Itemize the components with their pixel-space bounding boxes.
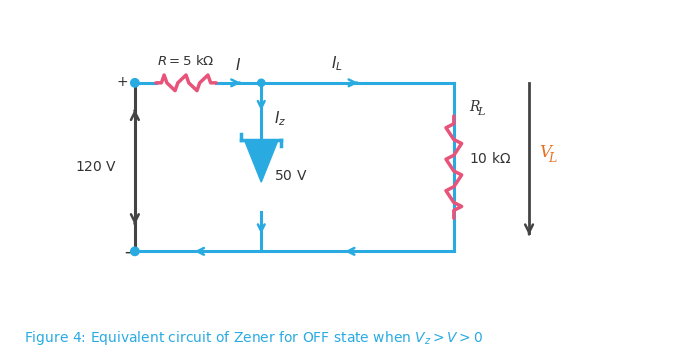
Text: $I$: $I$ [236, 57, 241, 73]
Text: $120\ \mathrm{V}$: $120\ \mathrm{V}$ [75, 160, 117, 174]
Text: V: V [539, 143, 551, 161]
Text: L: L [548, 152, 556, 165]
Text: $10\ \mathrm{k}\Omega$: $10\ \mathrm{k}\Omega$ [469, 150, 511, 166]
Circle shape [131, 247, 139, 256]
Text: L: L [477, 107, 484, 117]
Text: $I_L$: $I_L$ [330, 54, 342, 73]
Circle shape [131, 79, 139, 87]
Text: Figure 4: Equivalent circuit of Zener for OFF state when $V_z > V > 0$: Figure 4: Equivalent circuit of Zener fo… [24, 329, 483, 347]
Polygon shape [245, 140, 278, 182]
Text: R: R [469, 100, 480, 114]
Text: $+$: $+$ [115, 75, 128, 88]
Circle shape [258, 79, 265, 86]
Text: $-$: $-$ [123, 242, 137, 260]
Text: $R = 5\ \mathrm{k}\Omega$: $R = 5\ \mathrm{k}\Omega$ [158, 54, 215, 68]
Text: $50\ \mathrm{V}$: $50\ \mathrm{V}$ [274, 169, 308, 183]
Text: $I_z$: $I_z$ [274, 110, 287, 128]
